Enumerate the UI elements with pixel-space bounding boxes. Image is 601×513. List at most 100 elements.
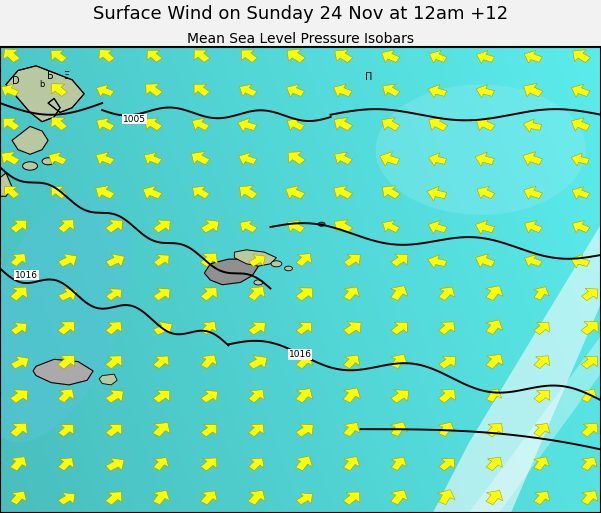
Polygon shape <box>343 322 361 335</box>
Polygon shape <box>201 355 217 368</box>
Polygon shape <box>334 117 353 131</box>
Polygon shape <box>571 254 590 268</box>
Polygon shape <box>153 390 170 403</box>
Polygon shape <box>58 425 73 437</box>
Polygon shape <box>106 458 124 471</box>
Polygon shape <box>572 84 590 97</box>
Polygon shape <box>201 288 217 301</box>
Polygon shape <box>249 458 264 470</box>
Polygon shape <box>486 354 503 369</box>
Text: 1005: 1005 <box>123 115 146 124</box>
Polygon shape <box>4 186 19 199</box>
Polygon shape <box>391 354 407 368</box>
Polygon shape <box>144 152 162 165</box>
Polygon shape <box>523 186 542 200</box>
Polygon shape <box>581 491 598 505</box>
Polygon shape <box>429 85 447 98</box>
Polygon shape <box>145 118 162 130</box>
Polygon shape <box>486 286 503 301</box>
Polygon shape <box>201 425 217 437</box>
Polygon shape <box>296 288 313 301</box>
Polygon shape <box>486 490 502 505</box>
Polygon shape <box>204 259 258 285</box>
Polygon shape <box>58 389 75 403</box>
Polygon shape <box>469 336 601 513</box>
Polygon shape <box>287 49 305 63</box>
Polygon shape <box>523 152 543 166</box>
Polygon shape <box>96 152 114 165</box>
Ellipse shape <box>285 266 292 271</box>
Polygon shape <box>97 118 114 130</box>
Polygon shape <box>194 50 210 62</box>
Polygon shape <box>534 491 550 505</box>
Polygon shape <box>240 221 257 232</box>
Polygon shape <box>534 423 549 437</box>
Polygon shape <box>58 492 75 505</box>
Text: b: b <box>40 80 44 89</box>
Polygon shape <box>429 50 447 63</box>
Polygon shape <box>248 287 265 301</box>
Text: D: D <box>13 76 20 87</box>
Polygon shape <box>391 322 407 335</box>
Polygon shape <box>391 422 407 437</box>
Polygon shape <box>96 85 114 97</box>
Polygon shape <box>3 118 19 130</box>
Polygon shape <box>582 457 597 470</box>
Polygon shape <box>582 288 598 301</box>
Polygon shape <box>296 456 313 470</box>
Polygon shape <box>248 322 265 335</box>
Polygon shape <box>383 221 400 232</box>
Polygon shape <box>153 220 170 233</box>
Polygon shape <box>2 84 19 96</box>
Polygon shape <box>153 322 172 335</box>
Polygon shape <box>296 356 312 369</box>
Polygon shape <box>11 356 29 369</box>
Polygon shape <box>429 221 447 234</box>
Polygon shape <box>10 287 27 301</box>
Polygon shape <box>391 254 408 267</box>
Polygon shape <box>285 186 305 199</box>
Polygon shape <box>153 288 170 301</box>
Polygon shape <box>296 388 313 403</box>
Polygon shape <box>382 50 400 63</box>
Polygon shape <box>10 423 27 437</box>
Text: Ь: Ь <box>46 71 53 81</box>
Polygon shape <box>573 50 590 63</box>
Polygon shape <box>383 84 400 96</box>
Polygon shape <box>201 390 218 403</box>
Polygon shape <box>534 356 550 368</box>
Polygon shape <box>201 253 218 267</box>
Polygon shape <box>11 323 26 334</box>
Polygon shape <box>344 254 361 267</box>
Polygon shape <box>58 458 74 470</box>
Polygon shape <box>344 287 359 300</box>
Polygon shape <box>153 356 169 368</box>
Polygon shape <box>534 457 549 470</box>
Polygon shape <box>49 152 67 165</box>
Polygon shape <box>334 84 352 97</box>
Polygon shape <box>439 356 456 369</box>
Polygon shape <box>439 287 454 301</box>
Polygon shape <box>486 320 502 334</box>
Polygon shape <box>391 390 409 403</box>
Polygon shape <box>477 186 495 199</box>
Polygon shape <box>382 117 400 131</box>
Text: Ξ: Ξ <box>63 71 69 81</box>
Polygon shape <box>534 287 549 300</box>
Polygon shape <box>287 84 305 97</box>
Polygon shape <box>343 457 359 470</box>
Polygon shape <box>192 186 210 199</box>
Polygon shape <box>571 118 590 131</box>
Polygon shape <box>343 355 359 369</box>
Polygon shape <box>3 49 20 63</box>
Ellipse shape <box>0 193 131 442</box>
Polygon shape <box>51 117 67 130</box>
Polygon shape <box>572 153 590 166</box>
Polygon shape <box>391 457 407 470</box>
Polygon shape <box>296 493 313 505</box>
Polygon shape <box>99 50 115 62</box>
Polygon shape <box>106 322 121 334</box>
Polygon shape <box>391 286 407 301</box>
Polygon shape <box>288 152 305 165</box>
Polygon shape <box>1 152 19 165</box>
